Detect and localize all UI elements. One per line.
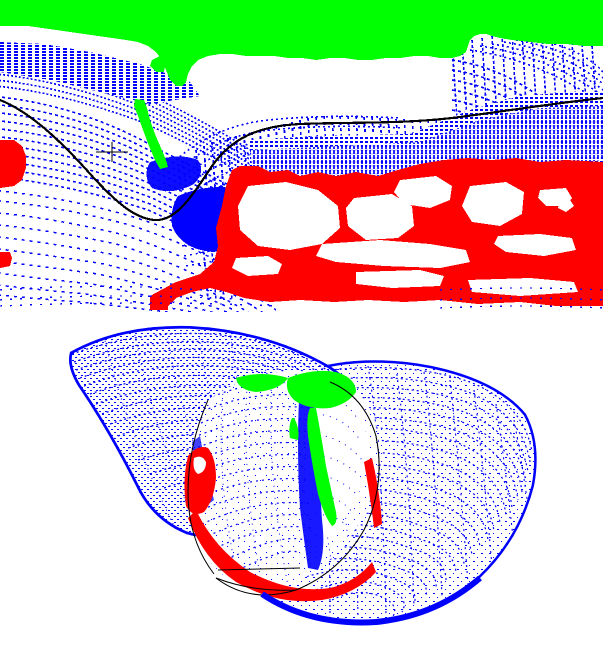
black-separatrix <box>0 96 603 222</box>
blue-dense-band-right-2 <box>250 106 603 192</box>
red-fold-patch <box>184 447 216 514</box>
crosshair-marker <box>96 142 128 162</box>
green-upper-region <box>0 0 603 86</box>
surface-crease-seam <box>298 378 324 570</box>
red-region-left-lower <box>0 252 12 268</box>
black-fold-curve-lower <box>215 577 297 591</box>
green-fragment-notch <box>150 56 166 72</box>
red-fold-patch-hole <box>193 456 206 474</box>
right-lobe-bottom-rim <box>260 575 482 626</box>
green-streak-top-panel <box>134 99 168 169</box>
surface-white-interior-lines <box>309 395 363 527</box>
green-crease-fleck <box>289 418 299 440</box>
red-right-seam <box>364 458 382 528</box>
red-region-left-upper <box>0 140 26 188</box>
red-region-lower-mass <box>150 158 603 310</box>
green-fold-patch <box>286 370 356 409</box>
green-fold-patch-wing <box>236 374 288 392</box>
black-fold-curve-left <box>187 399 215 575</box>
blue-dense-band-left <box>0 42 200 104</box>
red-lower-seam <box>188 510 376 602</box>
green-crease-tail <box>307 408 337 526</box>
black-seam-tick <box>217 567 301 571</box>
blue-sparse-speckle <box>0 285 603 309</box>
